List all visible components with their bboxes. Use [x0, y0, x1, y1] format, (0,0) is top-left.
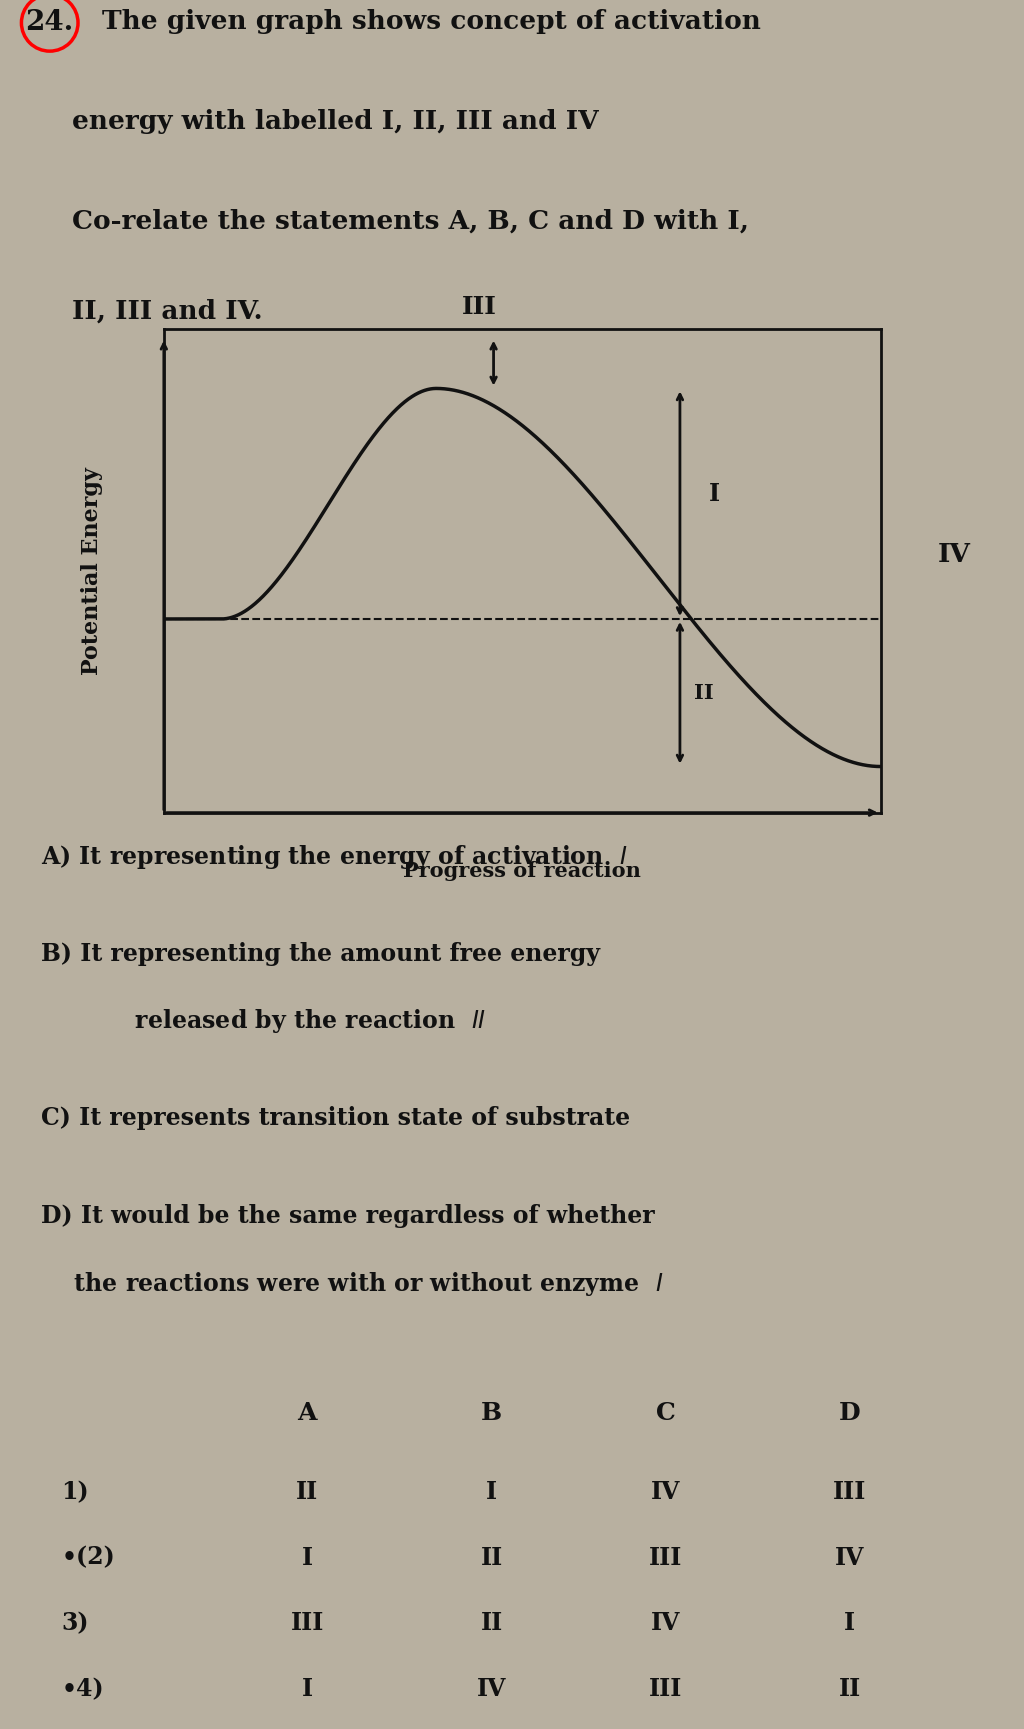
Text: II, III and IV.: II, III and IV.: [72, 299, 262, 323]
Text: IV: IV: [651, 1611, 680, 1636]
Text: •4): •4): [61, 1677, 104, 1701]
Text: I: I: [845, 1611, 855, 1636]
Text: energy with labelled I, II, III and IV: energy with labelled I, II, III and IV: [72, 109, 598, 133]
Text: IV: IV: [651, 1480, 680, 1504]
Text: C: C: [655, 1400, 676, 1425]
Text: II: II: [480, 1611, 503, 1636]
Text: Potential Energy: Potential Energy: [81, 467, 103, 674]
Text: •(2): •(2): [61, 1546, 115, 1570]
Text: II: II: [480, 1546, 503, 1570]
Text: B: B: [481, 1400, 502, 1425]
Text: IV: IV: [477, 1677, 506, 1701]
Text: I: I: [709, 482, 720, 507]
Text: III: III: [649, 1546, 682, 1570]
Text: I: I: [486, 1480, 497, 1504]
Text: C) It represents transition state of substrate: C) It represents transition state of sub…: [41, 1107, 630, 1131]
Text: released by the reaction  $\it{II}$: released by the reaction $\it{II}$: [102, 1008, 486, 1036]
Text: IV: IV: [938, 541, 971, 567]
Text: D: D: [839, 1400, 861, 1425]
Text: II: II: [839, 1677, 861, 1701]
Text: III: III: [291, 1611, 324, 1636]
Text: 1): 1): [61, 1480, 89, 1504]
Text: III: III: [834, 1480, 866, 1504]
Text: the reactions were with or without enzyme  $\it{I}$: the reactions were with or without enzym…: [41, 1271, 664, 1298]
Text: The given graph shows concept of activation: The given graph shows concept of activat…: [102, 9, 761, 35]
Text: Progress of reaction: Progress of reaction: [403, 861, 641, 882]
Text: 3): 3): [61, 1611, 89, 1636]
Text: 24.: 24.: [26, 9, 74, 36]
Text: A: A: [297, 1400, 317, 1425]
Text: II: II: [296, 1480, 318, 1504]
Text: I: I: [302, 1546, 312, 1570]
Text: I: I: [302, 1677, 312, 1701]
Text: Co-relate the statements A, B, C and D with I,: Co-relate the statements A, B, C and D w…: [72, 209, 749, 233]
Text: D) It would be the same regardless of whether: D) It would be the same regardless of wh…: [41, 1205, 654, 1228]
Text: IV: IV: [836, 1546, 864, 1570]
Text: II: II: [694, 683, 714, 702]
Text: A) It representing the energy of activation  $\it{I}$: A) It representing the energy of activat…: [41, 844, 628, 871]
Text: B) It representing the amount free energy: B) It representing the amount free energ…: [41, 942, 600, 967]
Text: III: III: [649, 1677, 682, 1701]
Text: III: III: [462, 296, 497, 320]
